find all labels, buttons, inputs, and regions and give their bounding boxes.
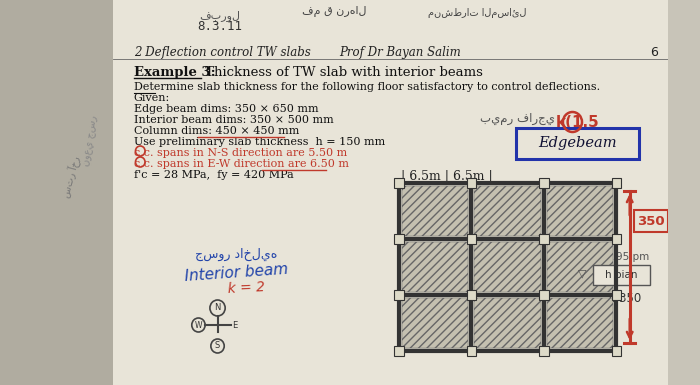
Text: E: E <box>232 320 237 330</box>
Text: Column dims: 450 × 450 mm: Column dims: 450 × 450 mm <box>134 126 299 136</box>
Bar <box>547 298 613 348</box>
Text: f'c = 28 MPa,  fy = 420 MPa: f'c = 28 MPa, fy = 420 MPa <box>134 170 293 180</box>
Text: منشطرات المسائل: منشطرات المسائل <box>428 8 526 18</box>
Text: c.c. spans in N-S direction are 5.50 m: c.c. spans in N-S direction are 5.50 m <box>134 148 346 158</box>
Bar <box>402 186 468 236</box>
Bar <box>394 178 404 188</box>
Text: نوعي جسر: نوعي جسر <box>81 115 100 167</box>
Bar <box>612 234 621 244</box>
FancyBboxPatch shape <box>516 128 639 159</box>
Text: | 6.5m | 6.5m |: | 6.5m | 6.5m | <box>400 170 492 183</box>
Text: h bian: h bian <box>605 270 638 280</box>
FancyBboxPatch shape <box>634 210 668 232</box>
Text: 8.3.11: 8.3.11 <box>197 20 242 33</box>
Text: 0.350: 0.350 <box>608 292 642 305</box>
Text: Interior beam dims: 350 × 500 mm: Interior beam dims: 350 × 500 mm <box>134 115 333 125</box>
Bar <box>467 346 476 356</box>
Bar <box>547 242 613 292</box>
Text: جسور داخليه: جسور داخليه <box>195 248 278 261</box>
Text: ▽: ▽ <box>578 268 587 278</box>
Bar <box>402 298 468 348</box>
Bar <box>612 290 621 300</box>
Text: k(1.5: k(1.5 <box>556 115 600 130</box>
Text: فم ق نرهال: فم ق نرهال <box>302 6 366 17</box>
Text: Interior beam: Interior beam <box>184 262 289 284</box>
Bar <box>539 234 549 244</box>
Bar <box>0 0 113 385</box>
Text: 2 Deflection control TW slabs: 2 Deflection control TW slabs <box>134 46 310 59</box>
Bar <box>394 234 404 244</box>
Bar <box>539 290 549 300</box>
Bar <box>467 234 476 244</box>
Text: c.c. spans in E-W direction are 6.50 m: c.c. spans in E-W direction are 6.50 m <box>134 159 349 169</box>
Text: Prof Dr Bayan Salim: Prof Dr Bayan Salim <box>339 46 461 59</box>
Text: Edge beam dims: 350 × 650 mm: Edge beam dims: 350 × 650 mm <box>134 104 318 114</box>
Text: Example 3:: Example 3: <box>134 66 215 79</box>
Bar <box>539 178 549 188</box>
Text: Determine slab thickness for the following floor satisfactory to control deflect: Determine slab thickness for the followi… <box>134 82 600 92</box>
Text: بيمر فارجي: بيمر فارجي <box>480 112 554 125</box>
Bar <box>547 186 613 236</box>
Text: W: W <box>195 320 202 330</box>
Text: ستر آخر: ستر آخر <box>60 155 83 199</box>
Bar <box>394 346 404 356</box>
Text: Use preliminary slab thickness  h = 150 mm: Use preliminary slab thickness h = 150 m… <box>134 137 385 147</box>
Bar <box>113 0 668 385</box>
Text: k = 2: k = 2 <box>228 280 265 296</box>
Text: 5.95 pm: 5.95 pm <box>606 252 650 262</box>
Bar <box>539 346 549 356</box>
Text: 350: 350 <box>637 214 664 228</box>
Bar <box>467 178 476 188</box>
Text: فبرول: فبرول <box>199 10 240 21</box>
Bar <box>394 290 404 300</box>
Bar <box>612 178 621 188</box>
Text: Edgebeam: Edgebeam <box>538 136 617 150</box>
Text: N: N <box>214 303 220 313</box>
Bar <box>612 346 621 356</box>
Text: Given:: Given: <box>134 93 170 103</box>
Bar <box>467 290 476 300</box>
Text: 6: 6 <box>650 46 658 59</box>
Bar <box>474 298 541 348</box>
Bar <box>474 186 541 236</box>
Text: S: S <box>215 341 220 350</box>
Bar <box>474 242 541 292</box>
Text: Thickness of TW slab with interior beams: Thickness of TW slab with interior beams <box>202 66 483 79</box>
Bar <box>402 242 468 292</box>
Bar <box>399 183 617 351</box>
FancyBboxPatch shape <box>592 265 650 285</box>
